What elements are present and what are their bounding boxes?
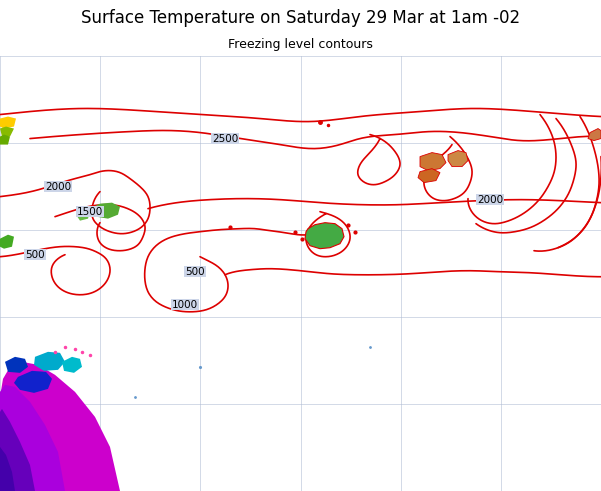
Polygon shape xyxy=(76,212,90,220)
Polygon shape xyxy=(14,371,52,393)
Polygon shape xyxy=(0,235,14,249)
Polygon shape xyxy=(34,352,65,371)
Text: 1000: 1000 xyxy=(172,300,198,310)
Text: 500: 500 xyxy=(185,267,205,277)
Polygon shape xyxy=(0,409,35,491)
Polygon shape xyxy=(588,129,601,140)
Polygon shape xyxy=(0,447,15,491)
Text: 500: 500 xyxy=(25,250,45,260)
Polygon shape xyxy=(305,223,344,249)
Polygon shape xyxy=(62,357,82,373)
Polygon shape xyxy=(418,168,440,183)
Polygon shape xyxy=(0,116,16,129)
Polygon shape xyxy=(0,362,120,491)
Polygon shape xyxy=(0,127,14,136)
Text: 2000: 2000 xyxy=(477,194,503,205)
Polygon shape xyxy=(5,357,28,373)
Text: Freezing level contours: Freezing level contours xyxy=(228,37,373,51)
Polygon shape xyxy=(0,385,65,491)
Text: 2000: 2000 xyxy=(45,182,71,191)
Polygon shape xyxy=(0,135,10,144)
Polygon shape xyxy=(420,153,446,170)
Text: Surface Temperature on Saturday 29 Mar at 1am -02: Surface Temperature on Saturday 29 Mar a… xyxy=(81,9,520,27)
Text: 1500: 1500 xyxy=(77,207,103,217)
Polygon shape xyxy=(448,151,468,166)
Polygon shape xyxy=(88,203,120,218)
Text: 2500: 2500 xyxy=(212,134,238,143)
